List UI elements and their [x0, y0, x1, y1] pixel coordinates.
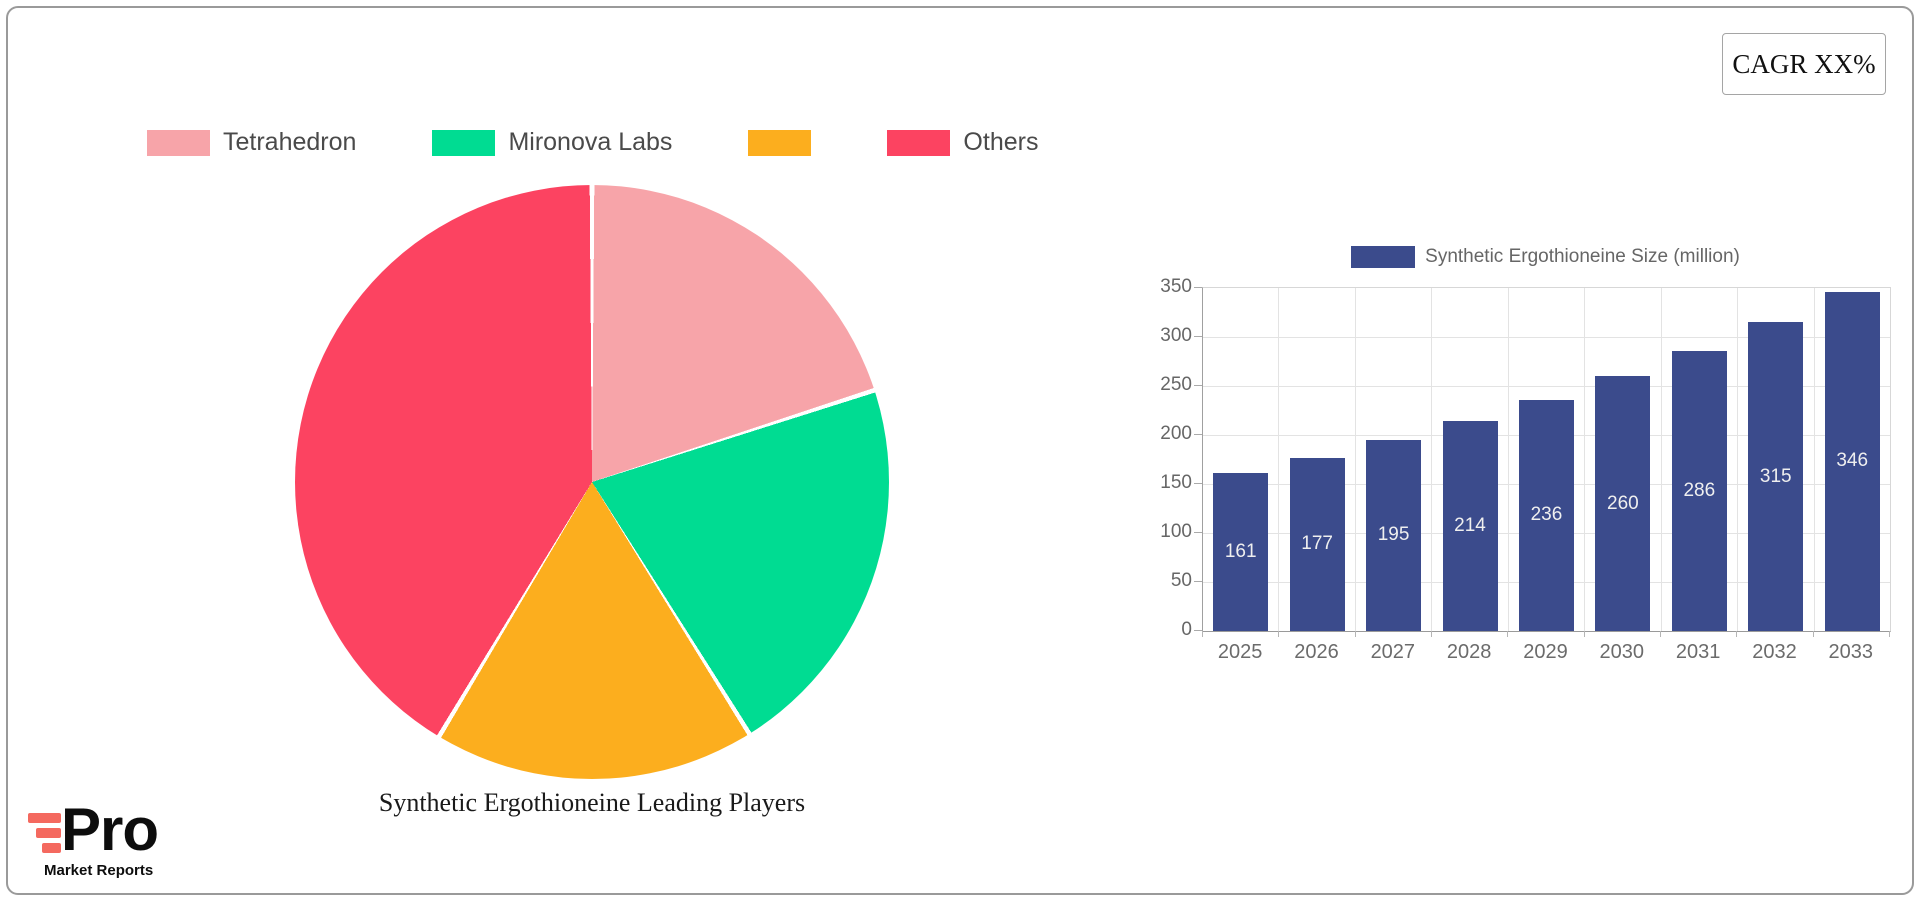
bar-slot: 315 [1738, 288, 1815, 631]
x-tick-label: 2028 [1446, 641, 1492, 663]
x-tick-label: 2031 [1675, 641, 1721, 663]
logo-bar [36, 828, 61, 838]
legend-swatch-others [887, 129, 951, 156]
x-tick [1889, 631, 1890, 637]
bar-value-label: 177 [1301, 533, 1333, 555]
legend-label-tetrahedron: Tetrahedron [223, 128, 357, 156]
bar-value-label: 161 [1224, 541, 1257, 563]
bar-slot: 346 [1815, 288, 1890, 631]
legend-item-tetrahedron: Tetrahedron [147, 128, 356, 157]
pie-chart [295, 185, 889, 779]
bar-series: 161 177 195 214 236 260 286 315 346 [1203, 288, 1890, 631]
legend-swatch-mironova-labs [432, 129, 496, 156]
x-tick [1278, 631, 1280, 637]
bar-2029: 236 [1518, 399, 1574, 631]
y-tick-label: 300 [1160, 325, 1192, 346]
bar-2032: 315 [1748, 322, 1804, 631]
legend-item-unnamed [748, 129, 812, 156]
y-tick [1194, 336, 1202, 337]
gridline [1203, 386, 1890, 387]
pie-title: Synthetic Ergothioneine Leading Players [378, 788, 806, 817]
x-tick [1431, 631, 1432, 637]
bar-value-label: 315 [1759, 465, 1792, 487]
bar-value-label: 195 [1377, 524, 1410, 546]
logo-bars-icon [28, 813, 61, 853]
bar-x-axis-labels: 2025 2026 2027 2028 2029 2030 2031 2032 2033 [1202, 641, 1889, 664]
y-tick [1194, 385, 1202, 386]
gridline [1203, 337, 1890, 338]
bar-slot: 195 [1356, 288, 1433, 631]
bar-legend-label: Synthetic Ergothioneine Size (million) [1425, 246, 1740, 267]
x-tick [1660, 631, 1661, 637]
cagr-badge: CAGR XX% [1722, 33, 1886, 95]
bar-y-axis-labels: 0 50 100 150 200 250 300 350 [1108, 277, 1192, 640]
bar-legend: Synthetic Ergothioneine Size (million) [1202, 246, 1889, 268]
bar-value-label: 236 [1530, 504, 1563, 526]
bar-slot: 214 [1432, 288, 1509, 631]
logo-bar [28, 813, 61, 823]
bar-slot: 236 [1509, 288, 1586, 631]
x-tick-label: 2029 [1523, 641, 1568, 663]
x-tick [1354, 631, 1356, 637]
x-tick-label: 2026 [1294, 641, 1339, 663]
bar-value-label: 260 [1607, 492, 1639, 514]
x-tick [1202, 631, 1203, 637]
cagr-label: CAGR XX% [1732, 48, 1876, 79]
legend-label-others: Others [963, 128, 1039, 156]
x-tick-label: 2025 [1217, 641, 1263, 663]
logo-wordmark: Pro [61, 796, 159, 863]
y-tick [1194, 532, 1202, 533]
y-tick [1194, 483, 1202, 484]
y-tick [1194, 434, 1202, 435]
bar-2027: 195 [1366, 439, 1422, 631]
bar-2025: 161 [1213, 473, 1269, 631]
y-tick-label: 150 [1160, 472, 1192, 493]
x-tick-label: 2032 [1752, 641, 1797, 663]
bar-value-label: 214 [1454, 515, 1486, 537]
legend-swatch-unnamed [748, 129, 812, 156]
x-tick-label: 2027 [1370, 641, 1416, 663]
bar-2033: 346 [1824, 291, 1880, 631]
legend-item-others: Others [887, 128, 1038, 157]
bar-slot: 260 [1585, 288, 1662, 631]
x-tick [1583, 631, 1585, 637]
y-tick [1194, 287, 1202, 288]
bar-2030: 260 [1595, 376, 1651, 631]
legend-label-mironova-labs: Mironova Labs [508, 128, 673, 156]
pie-legend: Tetrahedron Mironova Labs Others [147, 128, 1038, 157]
y-tick-label: 0 [1181, 619, 1192, 640]
bar-slot: 177 [1279, 288, 1356, 631]
x-tick-label: 2030 [1599, 641, 1645, 663]
y-tick-label: 100 [1160, 521, 1192, 542]
x-tick [1736, 631, 1738, 637]
logo-bar [42, 843, 61, 853]
bar-legend-swatch [1351, 246, 1416, 268]
y-tick-label: 350 [1160, 276, 1192, 297]
legend-item-mironova-labs: Mironova Labs [432, 128, 672, 157]
y-tick-label: 200 [1160, 423, 1192, 444]
bar-value-label: 286 [1683, 479, 1716, 501]
bar-plot-area: 161 177 195 214 236 260 286 315 346 [1202, 287, 1891, 632]
y-tick [1194, 581, 1202, 582]
bar-2028: 214 [1442, 421, 1498, 631]
x-tick [1812, 631, 1814, 637]
legend-swatch-tetrahedron [147, 129, 210, 156]
bar-slot: 286 [1662, 288, 1739, 631]
y-tick-label: 250 [1160, 374, 1192, 395]
bar-2031: 286 [1671, 350, 1727, 631]
x-tick-label: 2033 [1828, 641, 1874, 663]
y-tick [1194, 630, 1202, 631]
y-tick-label: 50 [1170, 570, 1192, 591]
bar-2026: 177 [1289, 457, 1345, 631]
logo-subtitle: Market Reports [44, 862, 154, 879]
bar-slot: 161 [1203, 288, 1280, 631]
x-tick [1507, 631, 1509, 637]
bar-value-label: 346 [1836, 450, 1869, 472]
